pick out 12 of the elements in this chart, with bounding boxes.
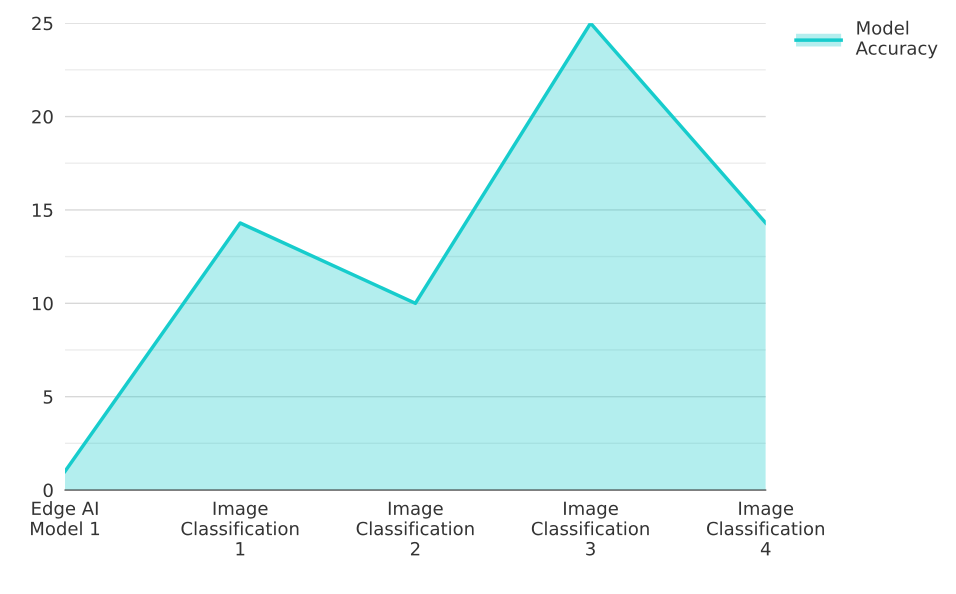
y-tick-label: 10: [32, 296, 53, 310]
x-tick-label: Image Classification 3: [532, 502, 649, 556]
y-tick-label: 20: [32, 110, 53, 124]
x-tick-label: Image Classification 1: [181, 502, 298, 556]
y-tick-label: 5: [44, 390, 52, 404]
y-tick-label: 15: [32, 204, 52, 218]
x-tick-label: Edge AI Model 1: [31, 501, 100, 536]
x-tick-label: Image Classification 2: [356, 502, 474, 556]
y-tick-label: 0: [44, 484, 53, 498]
x-tick-label: Image Classification 4: [707, 502, 824, 556]
legend-label: Model Accuracy: [856, 20, 938, 58]
y-tick-label: 25: [32, 16, 52, 30]
